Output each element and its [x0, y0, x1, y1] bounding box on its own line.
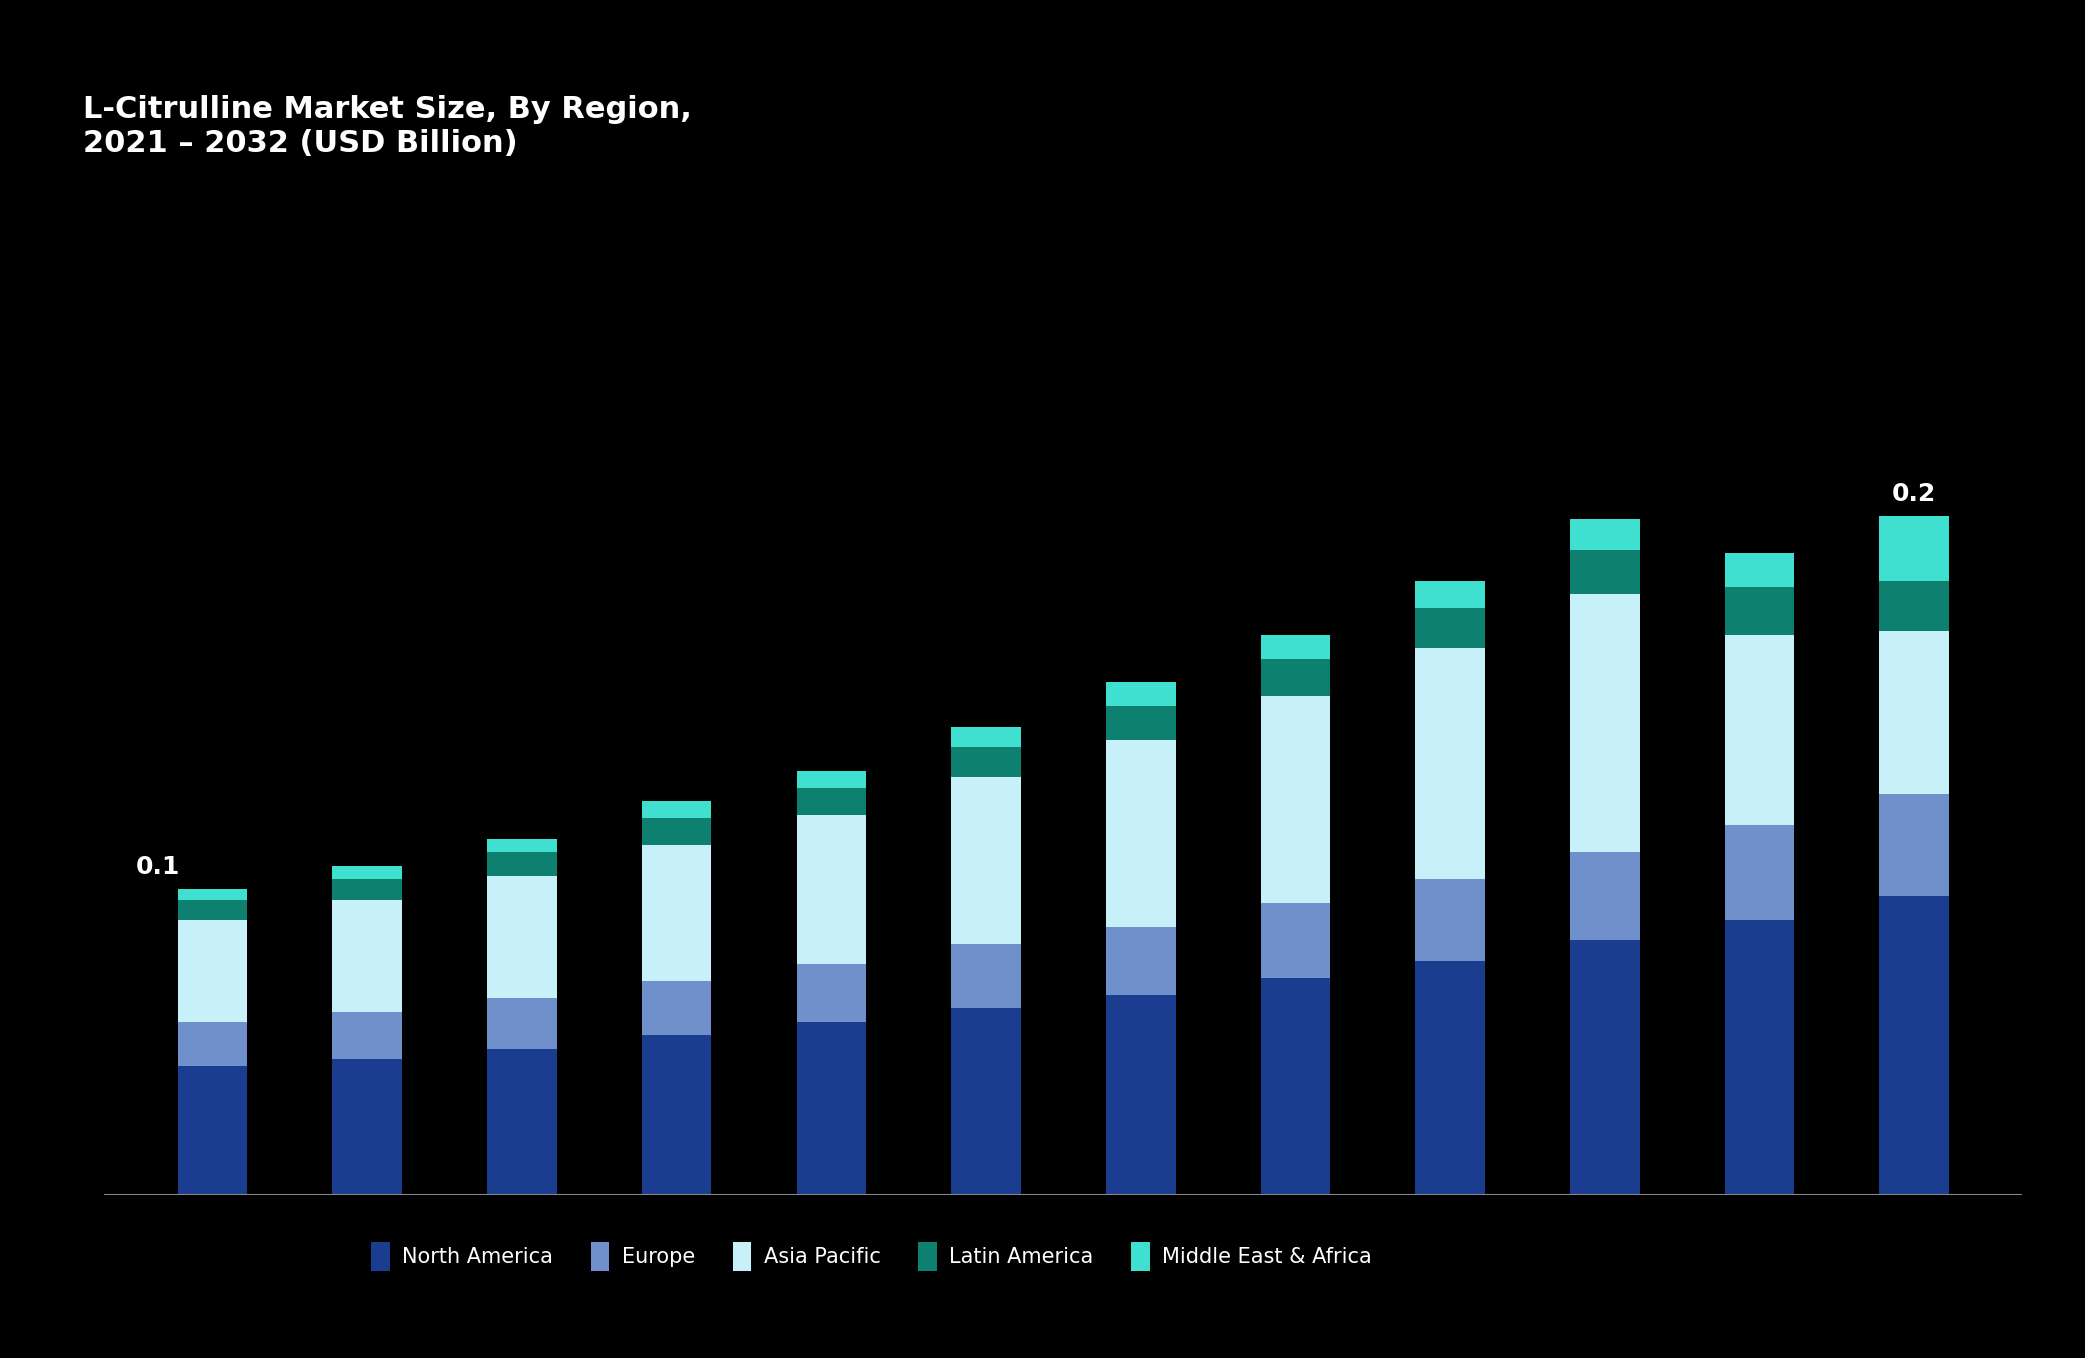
Bar	[332, 900, 402, 1012]
Bar	[951, 1008, 1022, 1195]
Bar	[1261, 636, 1330, 659]
Bar	[488, 998, 557, 1050]
Bar	[1261, 978, 1330, 1195]
Bar	[796, 1023, 865, 1195]
Bar	[1416, 961, 1485, 1195]
Bar	[1105, 740, 1176, 928]
Bar	[642, 845, 711, 980]
Bar	[1724, 554, 1795, 587]
Bar	[642, 801, 711, 818]
Bar	[177, 1066, 248, 1195]
Bar	[488, 1050, 557, 1195]
Bar	[1570, 941, 1639, 1195]
Legend: North America, Europe, Asia Pacific, Latin America, Middle East & Africa: North America, Europe, Asia Pacific, Lat…	[363, 1233, 1380, 1279]
Bar	[796, 964, 865, 1023]
Bar	[1261, 659, 1330, 697]
Bar	[1570, 550, 1639, 595]
Bar	[642, 1035, 711, 1195]
Bar	[1724, 826, 1795, 921]
Text: 0.2: 0.2	[1891, 482, 1937, 507]
Bar	[796, 771, 865, 788]
Bar	[642, 818, 711, 845]
Bar	[796, 815, 865, 964]
Bar	[1105, 994, 1176, 1195]
Bar	[1105, 928, 1176, 994]
Text: 0.1: 0.1	[136, 856, 181, 880]
Bar	[1261, 903, 1330, 978]
Bar	[1261, 697, 1330, 903]
Bar	[332, 866, 402, 880]
Bar	[1416, 581, 1485, 608]
Bar	[1879, 581, 1949, 631]
Bar	[332, 1059, 402, 1195]
Bar	[488, 876, 557, 998]
Bar	[951, 777, 1022, 944]
Bar	[1570, 519, 1639, 550]
Bar	[1879, 896, 1949, 1195]
Bar	[1416, 649, 1485, 880]
Bar	[488, 838, 557, 853]
Bar	[1105, 682, 1176, 706]
Bar	[332, 1012, 402, 1059]
Bar	[1724, 921, 1795, 1195]
Bar	[1879, 516, 1949, 581]
Bar	[177, 1021, 248, 1066]
Bar	[332, 880, 402, 900]
Bar	[1879, 794, 1949, 896]
Bar	[1416, 608, 1485, 649]
Text: L-Citrulline Market Size, By Region,
2021 – 2032 (USD Billion): L-Citrulline Market Size, By Region, 202…	[83, 95, 692, 158]
Bar	[951, 944, 1022, 1008]
Bar	[177, 900, 248, 921]
Bar	[1724, 636, 1795, 826]
Bar	[1724, 587, 1795, 636]
Bar	[1105, 706, 1176, 740]
Bar	[177, 921, 248, 1023]
Bar	[796, 788, 865, 815]
Bar	[1416, 880, 1485, 961]
Bar	[951, 747, 1022, 777]
Bar	[1879, 631, 1949, 794]
Bar	[1570, 853, 1639, 941]
Bar	[951, 727, 1022, 747]
Bar	[488, 853, 557, 876]
Bar	[177, 889, 248, 900]
Bar	[1570, 595, 1639, 853]
Bar	[642, 980, 711, 1035]
